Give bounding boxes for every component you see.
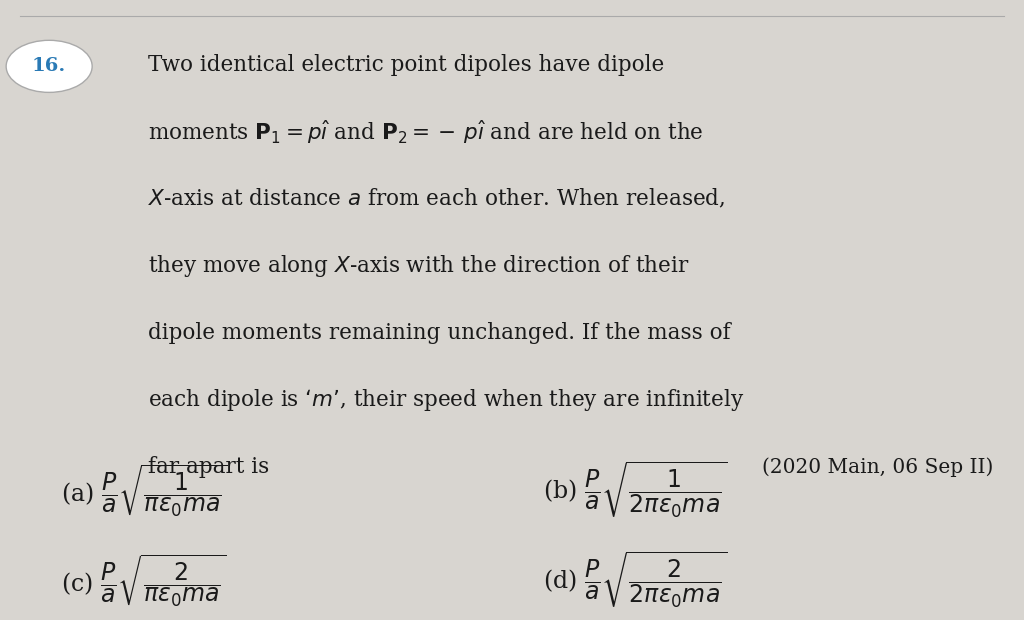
Text: each dipole is ‘$m$’, their speed when they are infinitely: each dipole is ‘$m$’, their speed when t… (148, 387, 744, 413)
Circle shape (6, 40, 92, 92)
Text: (c) $\dfrac{P}{a}\sqrt{\dfrac{2}{\pi\varepsilon_0 ma}}$: (c) $\dfrac{P}{a}\sqrt{\dfrac{2}{\pi\var… (61, 552, 227, 608)
Text: 16.: 16. (32, 57, 67, 76)
Text: they move along $X$-axis with the direction of their: they move along $X$-axis with the direct… (148, 253, 690, 279)
Text: dipole moments remaining unchanged. If the mass of: dipole moments remaining unchanged. If t… (148, 322, 731, 344)
Text: $X$-axis at distance $a$ from each other. When released,: $X$-axis at distance $a$ from each other… (148, 187, 726, 211)
Text: (2020 Main, 06 Sep II): (2020 Main, 06 Sep II) (762, 457, 993, 477)
Text: (a) $\dfrac{P}{a}\sqrt{\dfrac{1}{\pi\varepsilon_0 ma}}$: (a) $\dfrac{P}{a}\sqrt{\dfrac{1}{\pi\var… (61, 462, 228, 518)
Text: moments $\mathbf{P}_1 = p\hat{\imath}$ and $\mathbf{P}_2 = -\,p\hat{\imath}$ and: moments $\mathbf{P}_1 = p\hat{\imath}$ a… (148, 118, 705, 146)
Text: far apart is: far apart is (148, 456, 269, 478)
Text: Two identical electric point dipoles have dipole: Two identical electric point dipoles hav… (148, 54, 665, 76)
Text: (b) $\dfrac{P}{a}\sqrt{\dfrac{1}{2\pi\varepsilon_0 ma}}$: (b) $\dfrac{P}{a}\sqrt{\dfrac{1}{2\pi\va… (543, 459, 727, 520)
Text: (d) $\dfrac{P}{a}\sqrt{\dfrac{2}{2\pi\varepsilon_0 ma}}$: (d) $\dfrac{P}{a}\sqrt{\dfrac{2}{2\pi\va… (543, 549, 727, 610)
